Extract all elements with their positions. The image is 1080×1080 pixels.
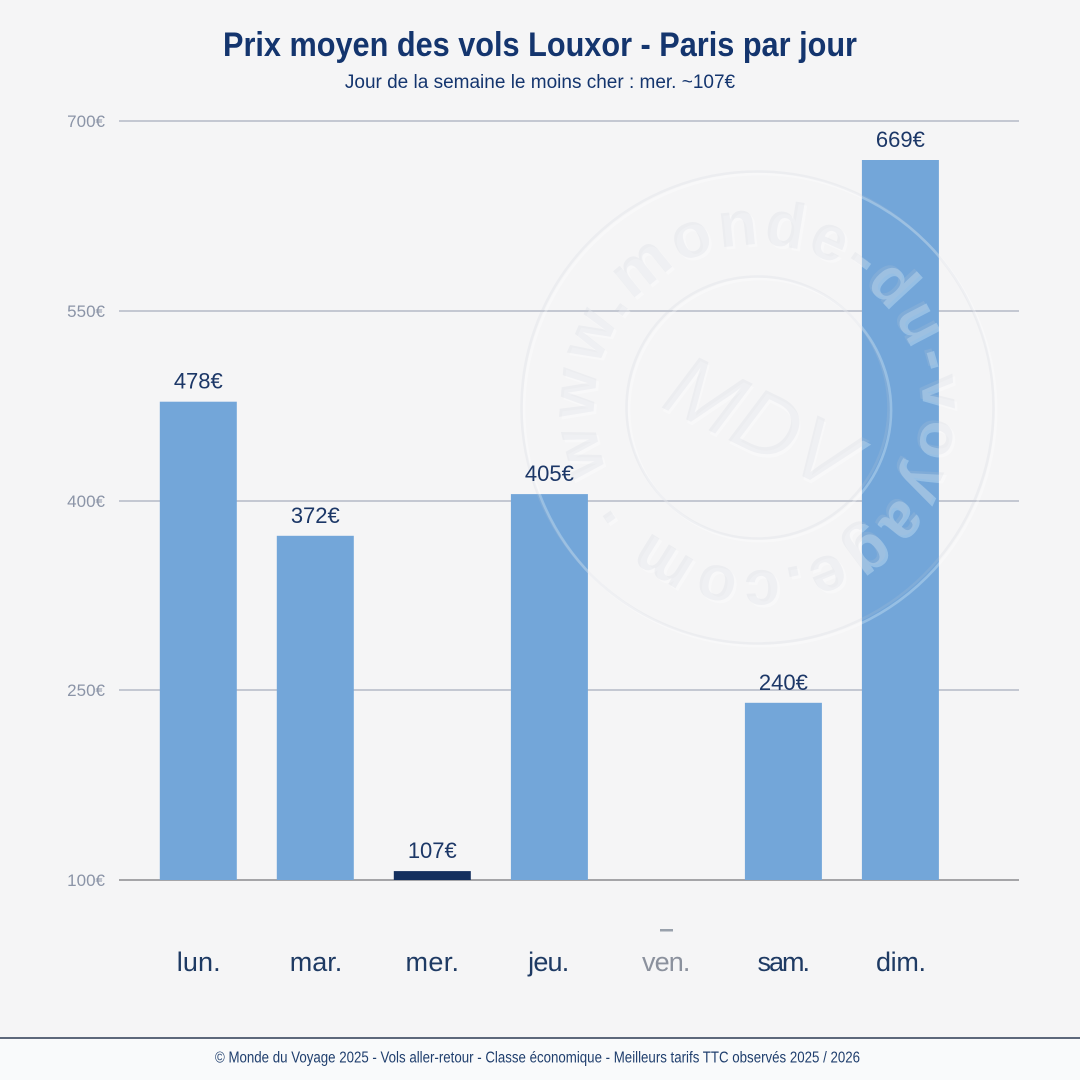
svg-text:700€: 700€ [67,112,105,131]
svg-text:ven.: ven. [642,947,690,977]
svg-text:Prix moyen des vols Louxor - P: Prix moyen des vols Louxor - Paris par j… [223,26,857,64]
svg-text:478€: 478€ [174,369,223,394]
svg-text:372€: 372€ [291,503,340,528]
svg-text:jeu.: jeu. [527,947,569,977]
svg-text:Jour de la semaine le moins ch: Jour de la semaine le moins cher : mer. … [345,72,736,93]
svg-text:lun.: lun. [177,947,221,977]
svg-text:669€: 669€ [876,127,925,152]
svg-text:mar.: mar. [290,947,343,977]
svg-text:sam.: sam. [758,947,811,977]
svg-text:400€: 400€ [67,492,105,511]
svg-text:100€: 100€ [67,871,105,890]
svg-text:550€: 550€ [67,302,105,321]
svg-text:405€: 405€ [525,461,574,486]
svg-text:© Monde du Voyage 2025 - Vols: © Monde du Voyage 2025 - Vols aller-reto… [215,1050,860,1067]
svg-text:107€: 107€ [408,838,457,863]
svg-text:dim.: dim. [876,947,926,977]
svg-text:mer.: mer. [406,947,460,977]
svg-text:240€: 240€ [759,670,808,695]
svg-text:250€: 250€ [67,681,105,700]
